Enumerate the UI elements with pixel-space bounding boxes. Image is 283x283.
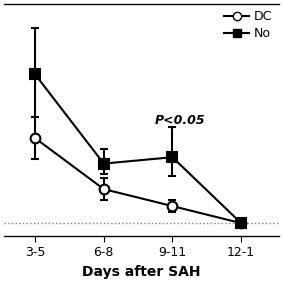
Legend: DC, No: DC, No <box>224 10 273 40</box>
Text: P<0.05: P<0.05 <box>155 114 206 127</box>
X-axis label: Days after SAH: Days after SAH <box>82 265 201 279</box>
